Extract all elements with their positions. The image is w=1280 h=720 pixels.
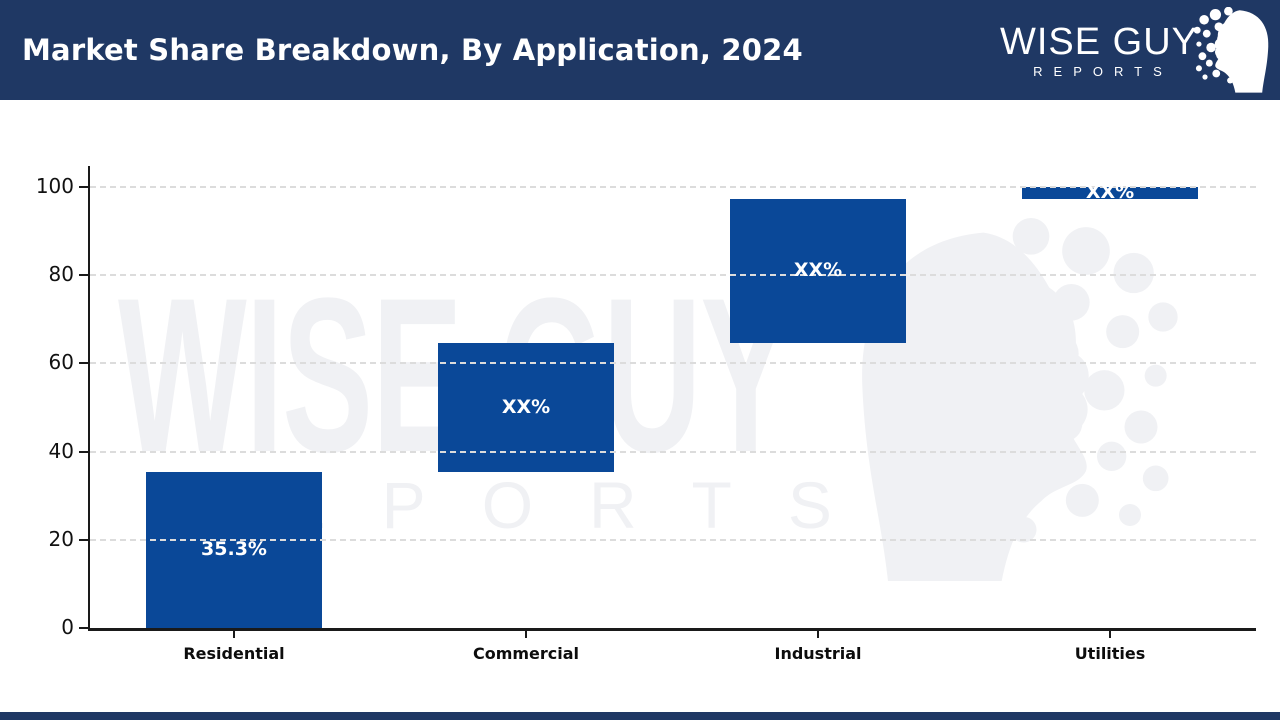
bar-utilities — [1022, 187, 1198, 200]
y-tick-label: 80 — [48, 262, 74, 287]
bar-residential — [146, 472, 322, 628]
logo-head-icon — [1193, 7, 1269, 93]
gridline-20 — [90, 538, 1256, 541]
y-tick-label: 0 — [61, 615, 74, 639]
x-tick — [525, 631, 527, 638]
bar-value-label: XX% — [1085, 181, 1135, 204]
x-tick — [233, 631, 235, 638]
logo-text: WISE GUY REPORTS — [999, 21, 1198, 79]
bar-value-label: XX% — [501, 395, 551, 418]
x-category-label-residential: Residential — [183, 644, 285, 663]
y-tick-label: 60 — [48, 350, 74, 375]
y-tick — [79, 274, 88, 277]
logo-name: WISE GUY — [999, 21, 1198, 64]
bar-value-label: XX% — [793, 259, 843, 282]
y-tick — [79, 186, 88, 188]
chart-title: Market Share Breakdown, By Application, … — [22, 33, 803, 67]
y-tick — [79, 538, 88, 541]
y-axis — [88, 166, 90, 631]
gridline-100 — [90, 186, 1256, 188]
y-tick-label: 40 — [48, 438, 74, 463]
logo-subtitle: REPORTS — [1033, 63, 1173, 79]
gridline-60 — [90, 362, 1256, 365]
x-category-label-commercial: Commercial — [472, 644, 580, 663]
bar-value-label: 35.3% — [201, 538, 267, 561]
x-category-label-utilities: Utilities — [1074, 644, 1146, 663]
y-tick — [79, 627, 88, 629]
x-axis — [88, 628, 1256, 631]
y-tick-label: 20 — [48, 526, 74, 551]
header-bar: Market Share Breakdown, By Application, … — [0, 0, 1280, 100]
footer-bar — [0, 712, 1280, 720]
y-tick-label: 100 — [35, 174, 74, 198]
y-tick — [79, 362, 88, 365]
chart-area: WISE GUY REPORTS 0 20 40 60 80 100 35.3% Reside… — [0, 100, 1280, 712]
x-category-label-industrial: Industrial — [774, 644, 862, 663]
gridline-40 — [90, 450, 1256, 453]
x-tick — [1109, 631, 1111, 638]
gridline-80 — [90, 274, 1256, 277]
y-tick — [79, 450, 88, 453]
wise-guy-logo: WISE GUY REPORTS — [1000, 6, 1270, 96]
x-tick — [817, 631, 819, 638]
